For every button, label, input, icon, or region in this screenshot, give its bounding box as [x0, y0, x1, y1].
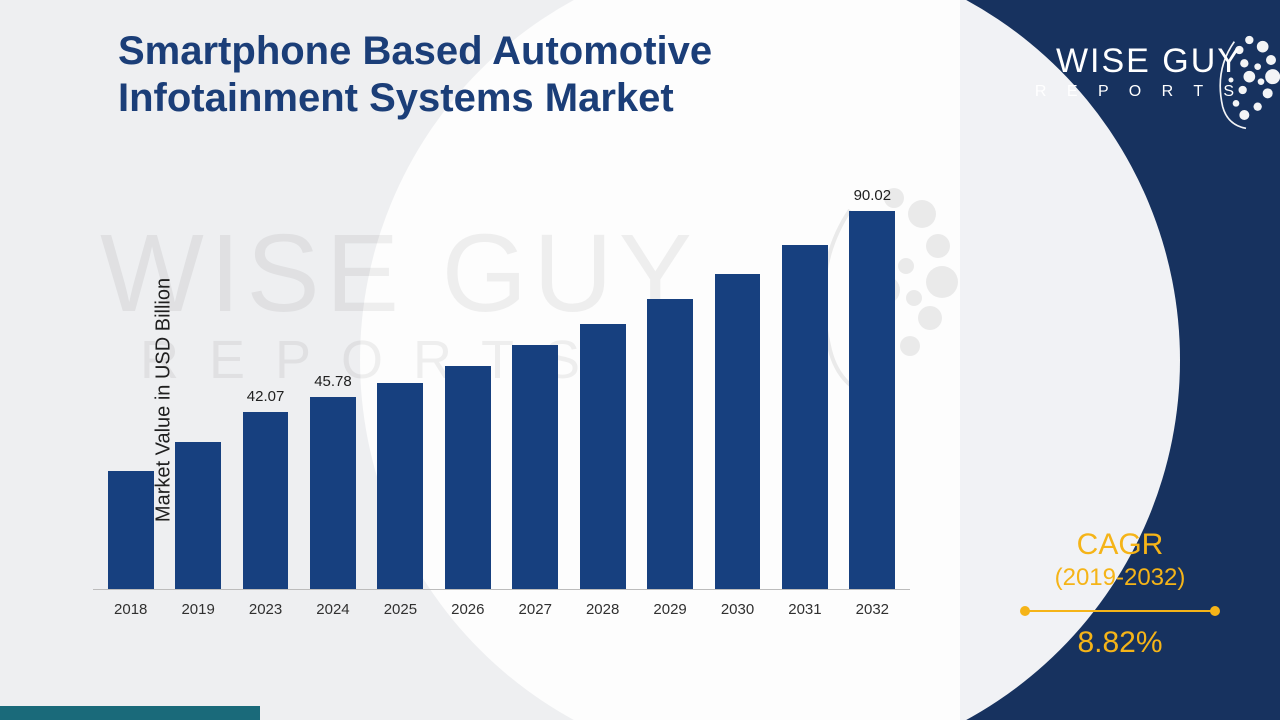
cagr-block: CAGR (2019-2032) 8.82% [1008, 528, 1232, 660]
bar-value-label: 90.02 [854, 187, 892, 205]
bar-slot [636, 169, 703, 589]
bar-slot: 42.07 [232, 169, 299, 589]
plot-area: 42.0745.7890.02 201820192023202420252026… [92, 170, 910, 590]
bars-container: 42.07 45.78 90.02 [93, 169, 910, 589]
bar-rect [108, 471, 154, 589]
bar-slot [367, 169, 434, 589]
brand-logo: WISE GUY R E P O R T S [960, 0, 1280, 130]
x-axis-tick-label: 2025 [367, 601, 434, 618]
chart-title: Smartphone Based Automotive Infotainment… [118, 28, 818, 122]
x-axis-tick-label: 2031 [771, 601, 838, 618]
bottom-accent-strip [0, 706, 260, 720]
bar-slot: 45.78 [299, 169, 366, 589]
bar-rect [580, 324, 626, 589]
cagr-label: CAGR [1008, 528, 1232, 562]
infographic-canvas: WISE GUY REPORTS Smartphone Based Automo… [0, 0, 1280, 720]
bar-rect [849, 211, 895, 589]
bar-rect [243, 412, 289, 589]
bar-slot [502, 169, 569, 589]
cagr-period: (2019-2032) [1008, 564, 1232, 592]
x-axis-tick-label: 2028 [569, 601, 636, 618]
x-axis-tick-label: 2030 [704, 601, 771, 618]
x-axis-tick-label: 2018 [97, 601, 164, 618]
bar-rect [445, 366, 491, 589]
x-axis-tick-label: 2029 [636, 601, 703, 618]
bar-rect [782, 245, 828, 589]
bar-value-label: 45.78 [314, 373, 352, 391]
x-axis-line [93, 589, 910, 590]
bar-slot: 90.02 [839, 169, 906, 589]
bar-slot [771, 169, 838, 589]
bar-slot [434, 169, 501, 589]
x-axis-labels: 2018201920232024202520262027202820292030… [93, 601, 910, 618]
bar-slot [569, 169, 636, 589]
bar-rect [647, 299, 693, 589]
bar-rect [377, 383, 423, 589]
bar-slot [97, 169, 164, 589]
bar-chart: Market Value in USD Billion 42.0745.7890… [80, 170, 910, 630]
x-axis-tick-label: 2024 [299, 601, 366, 618]
bar-rect [310, 397, 356, 589]
cagr-divider [1025, 610, 1215, 612]
x-axis-tick-label: 2023 [232, 601, 299, 618]
x-axis-tick-label: 2032 [839, 601, 906, 618]
x-axis-tick-label: 2027 [502, 601, 569, 618]
bar-slot [164, 169, 231, 589]
bar-value-label: 42.07 [247, 388, 285, 406]
bar-slot [704, 169, 771, 589]
x-axis-tick-label: 2026 [434, 601, 501, 618]
x-axis-tick-label: 2019 [164, 601, 231, 618]
cagr-value: 8.82% [1008, 626, 1232, 660]
bar-rect [715, 274, 761, 589]
bar-rect [512, 345, 558, 589]
brand-head-icon [1196, 30, 1280, 130]
bar-rect [175, 442, 221, 589]
